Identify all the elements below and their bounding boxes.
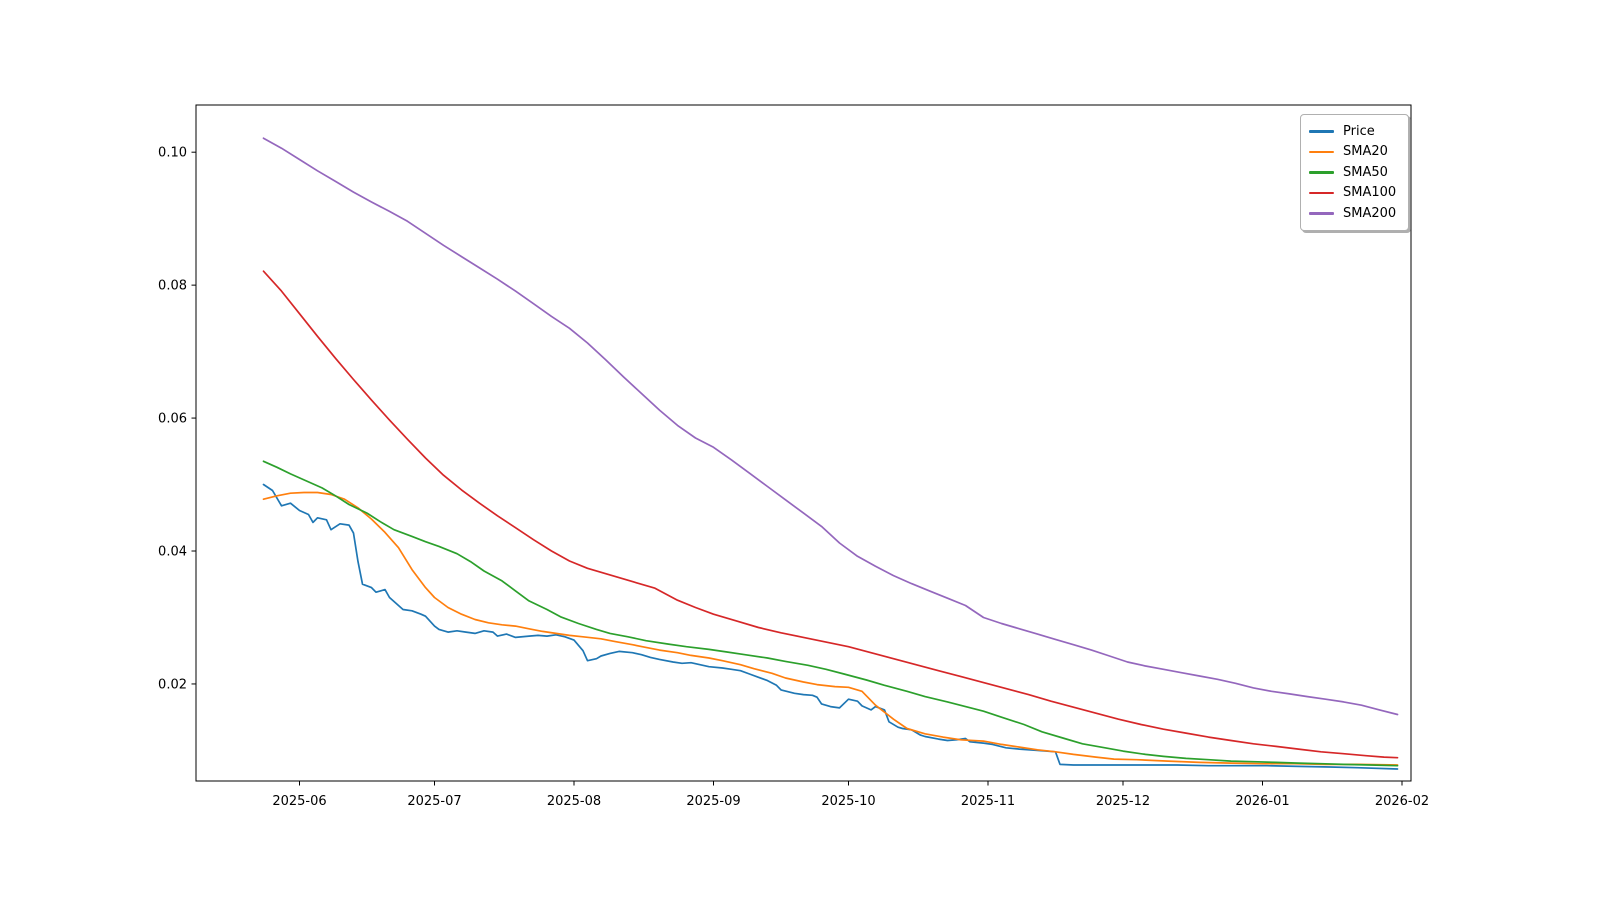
y-tick-label: 0.02 <box>158 677 187 692</box>
x-tick-label: 2025-11 <box>961 794 1015 809</box>
x-tick-label: 2026-01 <box>1235 794 1289 809</box>
legend-item-price: Price <box>1309 121 1401 142</box>
legend-label-sma100: SMA100 <box>1343 185 1397 201</box>
series-line-price <box>262 483 1399 770</box>
series-line-sma200 <box>262 137 1399 716</box>
plot-border <box>195 104 1412 782</box>
sma100-line-swatch <box>1309 191 1334 194</box>
sma200-line-swatch <box>1309 212 1334 215</box>
series-line-sma50 <box>262 460 1399 767</box>
legend: Price SMA20 SMA50 SMA100 SMA200 <box>1300 114 1409 231</box>
legend-item-sma20: SMA20 <box>1309 142 1401 163</box>
x-tick-label: 2025-06 <box>272 794 326 809</box>
x-tick-label: 2025-10 <box>821 794 875 809</box>
x-tick-label: 2025-09 <box>686 794 740 809</box>
x-tick-label: 2025-12 <box>1096 794 1150 809</box>
x-tick-label: 2025-08 <box>547 794 601 809</box>
legend-label-sma200: SMA200 <box>1343 205 1397 221</box>
sma20-line-swatch <box>1309 150 1334 153</box>
x-tick-label: 2025-07 <box>407 794 461 809</box>
legend-item-sma200: SMA200 <box>1309 203 1401 224</box>
legend-item-sma100: SMA100 <box>1309 183 1401 204</box>
x-tick-label: 2026-02 <box>1375 794 1429 809</box>
y-tick-label: 0.04 <box>158 545 187 560</box>
legend-item-sma50: SMA50 <box>1309 162 1401 183</box>
y-tick-label: 0.08 <box>158 279 187 294</box>
sma50-line-swatch <box>1309 171 1334 174</box>
y-tick-label: 0.06 <box>158 412 187 427</box>
y-tick-label: 0.10 <box>158 146 187 161</box>
legend-label-price: Price <box>1343 123 1375 139</box>
series-line-sma20 <box>262 491 1399 766</box>
series-line-sma100 <box>262 270 1399 759</box>
legend-label-sma50: SMA50 <box>1343 164 1388 180</box>
price-line-swatch <box>1309 130 1334 133</box>
legend-label-sma20: SMA20 <box>1343 144 1388 160</box>
